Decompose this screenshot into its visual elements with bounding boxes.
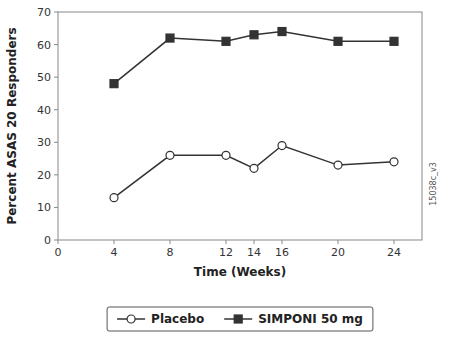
y-tick: [54, 142, 58, 143]
series-marker: [250, 164, 258, 172]
chart: 0 4 8 12 14 16 20 24 0 10 20 30 40 50 60 70 Time (Weeks)…: [0, 0, 462, 349]
x-tick: [226, 240, 227, 244]
y-tick-label: 10: [37, 201, 51, 214]
series-marker: [390, 158, 398, 166]
y-axis-label: Percent ASAS 20 Responders: [5, 27, 19, 224]
y-tick: [54, 12, 58, 13]
series-marker: [166, 151, 174, 159]
x-tick-label: 0: [55, 246, 62, 259]
x-tick: [394, 240, 395, 244]
x-tick-label: 14: [247, 246, 261, 259]
x-tick-label: 24: [387, 246, 401, 259]
series-marker: [166, 34, 174, 42]
series-marker: [334, 161, 342, 169]
series-marker: [278, 28, 286, 36]
legend-label: SIMPONI 50 mg: [258, 312, 363, 326]
plot-data: [110, 28, 398, 202]
legend-item: SIMPONI 50 mg: [224, 312, 363, 326]
y-tick-label: 60: [37, 39, 51, 52]
series-marker: [222, 151, 230, 159]
series-marker: [110, 80, 118, 88]
legend-box: [107, 307, 373, 331]
series-marker: [390, 37, 398, 45]
y-tick-label: 70: [37, 6, 51, 19]
x-tick: [338, 240, 339, 244]
x-tick-label: 8: [167, 246, 174, 259]
y-tick: [54, 109, 58, 110]
x-tick-label: 16: [275, 246, 289, 259]
series-line: [114, 32, 394, 84]
series-line: [114, 146, 394, 198]
legend: Placebo SIMPONI 50 mg: [107, 307, 373, 331]
y-tick-label: 50: [37, 71, 51, 84]
series-marker: [110, 194, 118, 202]
series-marker: [278, 142, 286, 150]
series-marker: [222, 37, 230, 45]
x-tick: [254, 240, 255, 244]
annotation: 15038c_v3: [429, 162, 438, 206]
y-tick-label: 0: [44, 234, 51, 247]
y-tick: [54, 174, 58, 175]
legend-item: Placebo: [117, 312, 204, 326]
series-marker: [250, 31, 258, 39]
y-tick-label: 40: [37, 104, 51, 117]
x-tick-label: 20: [331, 246, 345, 259]
y-tick-label: 30: [37, 136, 51, 149]
x-tick-label: 12: [219, 246, 233, 259]
series-marker: [334, 37, 342, 45]
plot-frame: [58, 12, 422, 240]
y-tick: [54, 44, 58, 45]
y-tick: [54, 207, 58, 208]
x-tick: [114, 240, 115, 244]
x-tick: [282, 240, 283, 244]
y-tick: [54, 240, 58, 241]
x-axis-label: Time (Weeks): [194, 265, 286, 279]
x-tick: [58, 240, 59, 244]
legend-marker: [127, 315, 135, 323]
legend-marker: [234, 315, 242, 323]
x-tick: [170, 240, 171, 244]
x-tick-label: 4: [111, 246, 118, 259]
y-tick: [54, 77, 58, 78]
y-tick-label: 20: [37, 169, 51, 182]
legend-label: Placebo: [151, 312, 204, 326]
